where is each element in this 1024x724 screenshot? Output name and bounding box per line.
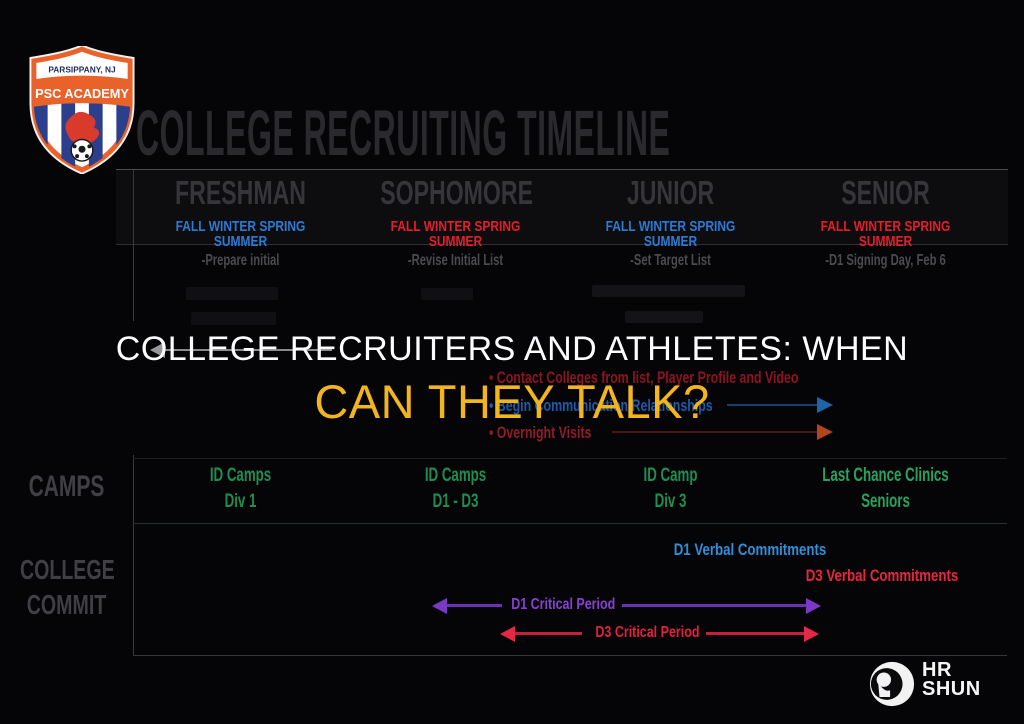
seasons-label: FALL WINTER SPRING SUMMER [605, 218, 736, 250]
row-label-camps: CAMPS [28, 470, 105, 503]
column-header-junior: JUNIOR FALL WINTER SPRING SUMMER [563, 176, 778, 249]
d1-verbal-commitments: D1 Verbal Commitments [673, 540, 827, 559]
d3-period-left-arrow-icon [500, 626, 515, 642]
seasons-label: FALL WINTER SPRING SUMMER [820, 218, 951, 250]
camp-line1: ID Camps [209, 465, 272, 486]
overlay-title-line1: COLLEGE RECRUITERS AND ATHLETES: WHEN [115, 330, 909, 368]
grid-line-camps-top [133, 458, 1007, 459]
camp-line2: D1 - D3 [432, 491, 479, 512]
camp-senior: Last Chance Clinics Seniors [810, 463, 961, 515]
communication-arrow-icon [817, 397, 833, 413]
camp-line2: Seniors [861, 491, 910, 512]
left-arrow-icon [150, 342, 165, 358]
left-arrow-stem [164, 349, 332, 351]
action-contact-colleges: • Contact Colleges from list, Player Pro… [489, 369, 799, 387]
note-senior: -D1 Signing Day, Feb 6 [825, 252, 946, 269]
grid-vline-lower [133, 455, 134, 655]
overlay-title-line2: CAN THEY TALK? [314, 375, 710, 428]
page-title: COLLEGE RECRUITING TIMELINE [136, 97, 671, 169]
action-overnight-visits: • Overnight Visits [489, 424, 592, 442]
camp-freshman: ID Camps Div 1 [165, 463, 316, 515]
camp-line2: Div 1 [224, 491, 257, 512]
camp-line2: Div 3 [654, 491, 687, 512]
d1-period-stem-right [622, 604, 806, 607]
crest-soccer-ball-icon [70, 138, 94, 162]
note-freshman: -Prepare initial [201, 252, 280, 269]
header-band [116, 169, 1008, 245]
action-begin-communication: • Begin Communication/Relationships [489, 397, 713, 415]
watermark-line1: HR [922, 659, 952, 681]
faded-text-ghost [191, 312, 276, 325]
column-header-senior: SENIOR FALL WINTER SPRING SUMMER [778, 176, 993, 249]
crest-location-text: PARSIPPANY, NJ [48, 65, 116, 75]
camp-line1: ID Camps [424, 465, 487, 486]
overnight-arrow-icon [817, 424, 833, 440]
column-header-freshman: FRESHMAN FALL WINTER SPRING SUMMER [133, 176, 348, 249]
d3-period-right-arrow-icon [804, 626, 819, 642]
camp-sophomore: ID Camps D1 - D3 [380, 463, 531, 515]
faded-text-ghost [421, 288, 473, 300]
row-label-college-commit: COLLEGE COMMIT [19, 552, 115, 622]
d1-critical-period-label: D1 Critical Period [511, 596, 616, 613]
camp-line1: Last Chance Clinics [822, 465, 949, 486]
d1-period-stem-left [447, 604, 502, 607]
d1-period-left-arrow-icon [432, 598, 447, 614]
camp-junior: ID Camp Div 3 [595, 463, 746, 515]
commit-label-line2: COMMIT [26, 589, 107, 620]
overnight-arrow-stem [612, 431, 817, 433]
grid-line-camps-bottom [133, 523, 1007, 524]
grade-label: SENIOR [841, 174, 930, 211]
grade-label: SOPHOMORE [380, 174, 533, 211]
grade-label: JUNIOR [626, 174, 715, 211]
faded-text-ghost [625, 311, 703, 323]
watermark-text: HR SHUN [922, 659, 981, 700]
watermark: HR SHUN [860, 653, 1020, 717]
d3-period-stem-right [706, 632, 804, 635]
crest-name-text: PSC ACADEMY [35, 86, 129, 101]
crest-banner [33, 75, 131, 108]
commit-label-line1: COLLEGE [19, 554, 115, 585]
note-sophomore: -Revise Initial List [407, 252, 504, 269]
grid-line-commit-bottom [133, 655, 1007, 656]
seasons-label: FALL WINTER SPRING SUMMER [175, 218, 306, 250]
note-junior: -Set Target List [630, 252, 711, 269]
faded-text-ghost [186, 287, 278, 300]
grade-label: FRESHMAN [175, 174, 306, 211]
communication-arrow-stem [727, 404, 817, 406]
grid-vline-upper [133, 169, 134, 321]
hrshun-logo-icon [869, 661, 915, 707]
crest-lion-icon [65, 111, 100, 143]
d3-period-stem-left [515, 632, 582, 635]
d3-critical-period-label: D3 Critical Period [595, 624, 700, 641]
camp-line1: ID Camp [643, 465, 698, 486]
column-header-sophomore: SOPHOMORE FALL WINTER SPRING SUMMER [348, 176, 563, 249]
psc-academy-crest: PARSIPPANY, NJ PSC ACADEMY [29, 46, 135, 174]
seasons-label: FALL WINTER SPRING SUMMER [390, 218, 521, 250]
faded-text-ghost [592, 285, 745, 297]
d3-verbal-commitments: D3 Verbal Commitments [805, 566, 959, 585]
watermark-line2: SHUN [922, 678, 981, 700]
d1-period-right-arrow-icon [806, 598, 821, 614]
